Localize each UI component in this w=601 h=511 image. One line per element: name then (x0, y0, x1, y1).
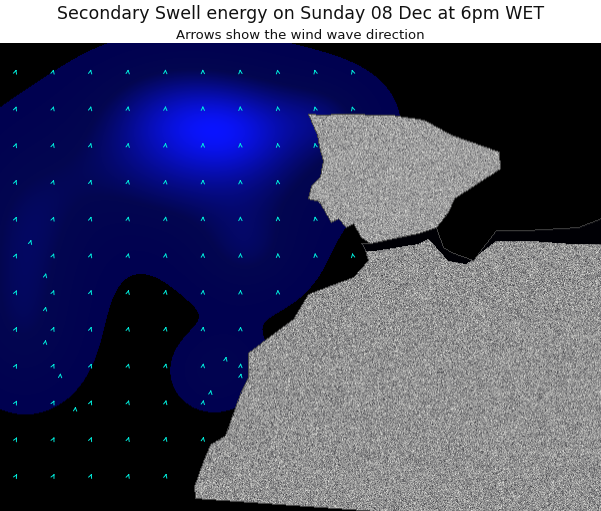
Text: Arrows show the wind wave direction: Arrows show the wind wave direction (176, 29, 425, 42)
Text: Secondary Swell energy on Sunday 08 Dec at 6pm WET: Secondary Swell energy on Sunday 08 Dec … (57, 5, 544, 23)
